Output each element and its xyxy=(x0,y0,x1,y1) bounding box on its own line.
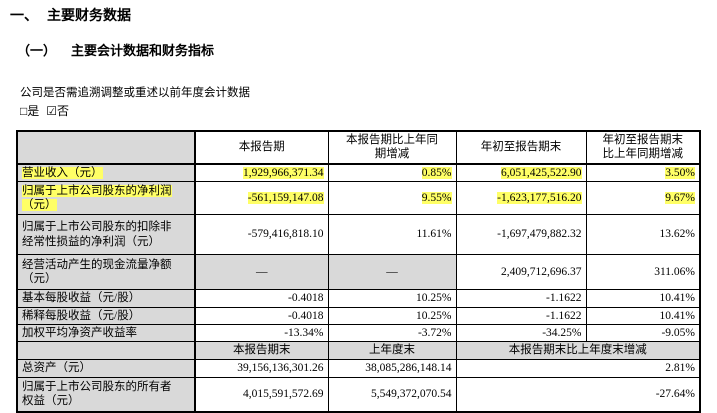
cell-value: -1,623,177,516.20 xyxy=(455,181,587,216)
cell-value: 10.25% xyxy=(327,306,457,325)
checkbox-yes: □是 xyxy=(20,104,40,118)
cell-value: 4,015,591,572.69 xyxy=(194,376,329,413)
cell-value: -1.1622 xyxy=(455,306,587,325)
cell-value: -34.25% xyxy=(455,323,587,343)
column-header-ytd-yoy-change: 年初至报告期末 比上年同期增减 xyxy=(585,130,701,165)
cell-value: 2,409,712,696.37 xyxy=(455,254,587,291)
financial-table: 本报告期 本报告期比上年同 期增减 年初至报告期末 年初至报告期末 比上年同期增… xyxy=(16,130,701,413)
cell-value: 38,085,286,148.14 xyxy=(327,358,457,378)
cell-value: -0.4018 xyxy=(194,289,329,308)
corner-cell xyxy=(16,130,196,165)
row-label: 加权平均净资产收益率 xyxy=(16,323,196,343)
restatement-answer: □是 ☑否 xyxy=(20,102,76,119)
title-text: 主要财务数据 xyxy=(47,7,131,23)
cell-value: 5,549,372,070.54 xyxy=(327,376,457,413)
table-row-revenue: 营业收入（元） 1,929,966,371.34 0.85% 6,051,425… xyxy=(16,163,701,183)
cell-value: -27.64% xyxy=(455,376,701,413)
cell-value: -561,159,147.08 xyxy=(194,181,329,216)
table-row-operating-cash-flow: 经营活动产生的现金流量净额 （元） — — 2,409,712,696.37 3… xyxy=(16,254,701,291)
cell-value: -13.34% xyxy=(194,323,329,343)
cell-value: -3.72% xyxy=(327,323,457,343)
title-number: 一、 xyxy=(10,7,38,23)
row-label: 归属于上市公司股东的所有者 权益（元） xyxy=(16,376,196,413)
financial-table-container: 本报告期 本报告期比上年同 期增减 年初至报告期末 年初至报告期末 比上年同期增… xyxy=(16,130,701,413)
row-label: 归属于上市公司股东的净利润 （元） xyxy=(16,181,196,216)
table-row-net-profit-excl-nonrecurring: 归属于上市公司股东的扣除非 经常性损益的净利润（元） -579,416,818.… xyxy=(16,214,701,256)
column-header-ytd: 年初至报告期末 xyxy=(455,130,587,165)
cell-value: 13.62% xyxy=(585,214,701,256)
column-header-period-yoy-change: 本报告期比上年同 期增减 xyxy=(327,130,457,165)
column-header-change-vs-prior-year-end: 本报告期末比上年度末增减 xyxy=(455,341,701,360)
cell-value: -1.1622 xyxy=(455,289,587,308)
row-label: 基本每股收益（元/股） xyxy=(16,289,196,308)
cell-value: 2.81% xyxy=(455,358,701,378)
cell-value-na: — xyxy=(327,254,457,291)
cell-value: 10.41% xyxy=(585,289,701,308)
subtitle-text: 主要会计数据和财务指标 xyxy=(71,43,215,58)
table-header-row-1: 本报告期 本报告期比上年同 期增减 年初至报告期末 年初至报告期末 比上年同期增… xyxy=(16,130,701,165)
row-label: 营业收入（元） xyxy=(16,163,196,183)
column-header-period-end: 本报告期末 xyxy=(194,341,329,360)
row-label: 归属于上市公司股东的扣除非 经常性损益的净利润（元） xyxy=(16,214,196,256)
cell-value: 3.50% xyxy=(585,163,701,183)
cell-value: -0.4018 xyxy=(194,306,329,325)
row-label: 经营活动产生的现金流量净额 （元） xyxy=(16,254,196,291)
table-row-shareholders-equity: 归属于上市公司股东的所有者 权益（元） 4,015,591,572.69 5,5… xyxy=(16,376,701,413)
table-row-net-profit: 归属于上市公司股东的净利润 （元） -561,159,147.08 9.55% … xyxy=(16,181,701,216)
cell-value: -9.05% xyxy=(585,323,701,343)
cell-value: 311.06% xyxy=(585,254,701,291)
column-header-current-period: 本报告期 xyxy=(194,130,329,165)
subtitle-number: （一） xyxy=(17,43,57,58)
row-label: 稀释每股收益（元/股） xyxy=(16,306,196,325)
cell-value-na: — xyxy=(194,254,329,291)
table-row-basic-eps: 基本每股收益（元/股） -0.4018 10.25% -1.1622 10.41… xyxy=(16,289,701,308)
column-header-prior-year-end: 上年度末 xyxy=(327,341,457,360)
table-row-weighted-avg-roe: 加权平均净资产收益率 -13.34% -3.72% -34.25% -9.05% xyxy=(16,323,701,343)
table-row-total-assets: 总资产（元） 39,156,136,301.26 38,085,286,148.… xyxy=(16,358,701,378)
cell-value: 9.67% xyxy=(585,181,701,216)
checkbox-no: ☑否 xyxy=(46,104,70,118)
cell-value: 10.25% xyxy=(327,289,457,308)
corner-cell xyxy=(16,341,196,360)
cell-value: 1,929,966,371.34 xyxy=(194,163,329,183)
section-subtitle: （一） 主要会计数据和财务指标 xyxy=(17,40,214,59)
cell-value: 0.85% xyxy=(327,163,457,183)
cell-value: 9.55% xyxy=(327,181,457,216)
table-header-row-2: 本报告期末 上年度末 本报告期末比上年度末增减 xyxy=(16,341,701,360)
cell-value: -1,697,479,882.32 xyxy=(455,214,587,256)
page-title: 一、 主要财务数据 xyxy=(10,5,131,25)
cell-value: -579,416,818.10 xyxy=(194,214,329,256)
cell-value: 10.41% xyxy=(585,306,701,325)
cell-value: 39,156,136,301.26 xyxy=(194,358,329,378)
row-label: 总资产（元） xyxy=(16,358,196,378)
table-row-diluted-eps: 稀释每股收益（元/股） -0.4018 10.25% -1.1622 10.41… xyxy=(16,306,701,325)
cell-value: 6,051,425,522.90 xyxy=(455,163,587,183)
cell-value: 11.61% xyxy=(327,214,457,256)
restatement-question: 公司是否需追溯调整或重述以前年度会计数据 xyxy=(20,87,250,99)
